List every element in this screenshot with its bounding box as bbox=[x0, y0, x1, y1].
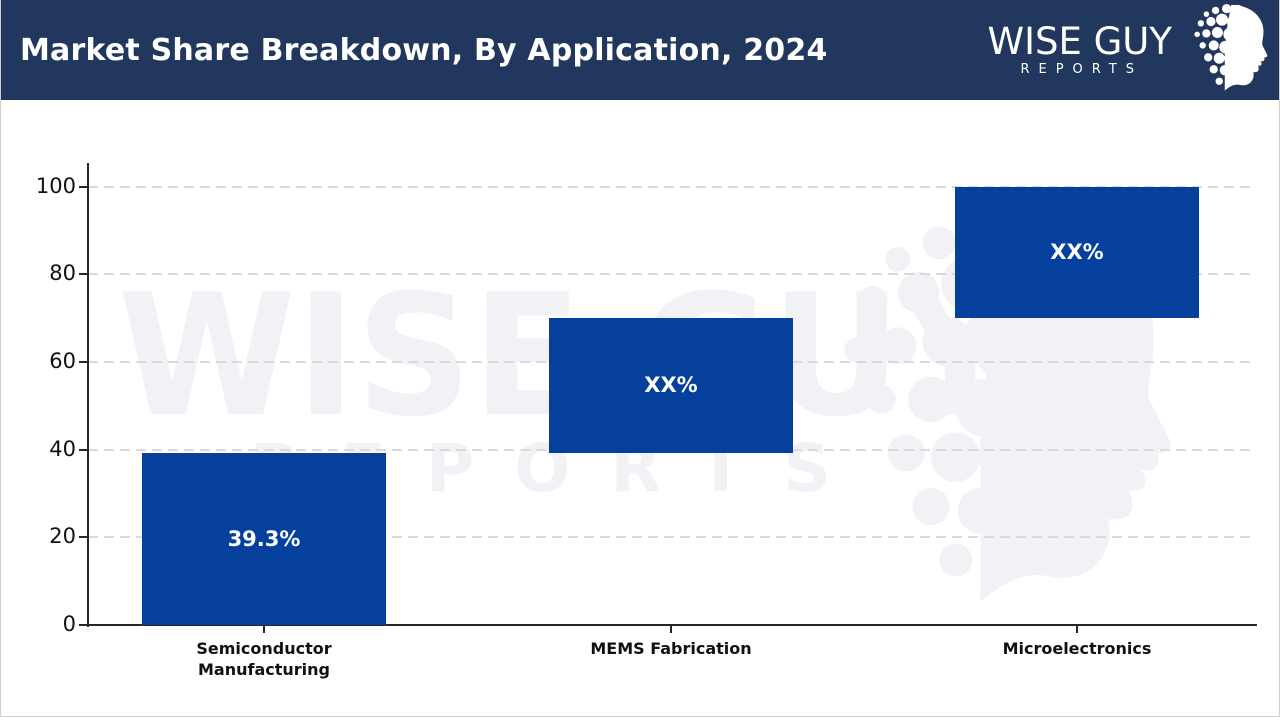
wise-guy-reports-logo: WISE GUY REPORTS bbox=[988, 4, 1268, 96]
bar-microelectronics: XX% bbox=[955, 186, 1199, 319]
bar-value-label-mems-fabrication: XX% bbox=[644, 373, 698, 398]
y-tick-label-60: 60 bbox=[49, 348, 76, 373]
x-tick-semiconductor-manufacturing bbox=[263, 626, 265, 633]
y-axis-line bbox=[87, 163, 89, 627]
bar-value-label-microelectronics: XX% bbox=[1050, 240, 1104, 265]
category-label-line: MEMS Fabrication bbox=[590, 639, 752, 658]
y-tick-label-100: 100 bbox=[35, 173, 76, 198]
bar-semiconductor-manufacturing: 39.3% bbox=[142, 452, 386, 625]
x-tick-microelectronics bbox=[1076, 626, 1078, 633]
bar-mems-fabrication: XX% bbox=[549, 318, 793, 453]
header-bar: Market Share Breakdown, By Application, … bbox=[0, 0, 1280, 100]
chart-area: 0 20 40 60 80 100 39.3% Semiconductor Manufactur… bbox=[0, 100, 1280, 720]
y-tick-40 bbox=[79, 448, 88, 451]
category-label-line: Semiconductor bbox=[196, 639, 332, 658]
category-label-mems-fabrication: MEMS Fabrication bbox=[531, 638, 811, 659]
bar-value-label-semiconductor-manufacturing: 39.3% bbox=[227, 526, 301, 551]
logo-wordmark: WISE GUY bbox=[987, 19, 1172, 63]
y-tick-label-80: 80 bbox=[49, 261, 76, 286]
category-label-line: Microelectronics bbox=[1002, 639, 1152, 658]
y-tick-label-0: 0 bbox=[62, 612, 76, 636]
category-label-microelectronics: Microelectronics bbox=[937, 638, 1217, 659]
gridline-100 bbox=[88, 185, 1256, 188]
logo-text: WISE GUY REPORTS bbox=[987, 19, 1172, 78]
gridline-20 bbox=[88, 536, 1256, 539]
logo-face-icon bbox=[1194, 4, 1268, 91]
x-tick-mems-fabrication bbox=[670, 626, 672, 633]
category-label-line: Manufacturing bbox=[198, 660, 330, 679]
y-tick-100 bbox=[79, 185, 88, 188]
y-tick-label-20: 20 bbox=[49, 524, 76, 549]
y-tick-0 bbox=[79, 624, 88, 626]
gridline-80 bbox=[88, 273, 1256, 276]
category-label-semiconductor-manufacturing: Semiconductor Manufacturing bbox=[124, 638, 404, 680]
page-title: Market Share Breakdown, By Application, … bbox=[20, 32, 828, 68]
y-tick-label-40: 40 bbox=[49, 436, 76, 461]
y-tick-20 bbox=[79, 536, 88, 539]
x-axis-line bbox=[87, 624, 1257, 626]
y-tick-80 bbox=[79, 273, 88, 276]
y-tick-60 bbox=[79, 360, 88, 363]
logo-subtext: REPORTS bbox=[1020, 62, 1144, 78]
